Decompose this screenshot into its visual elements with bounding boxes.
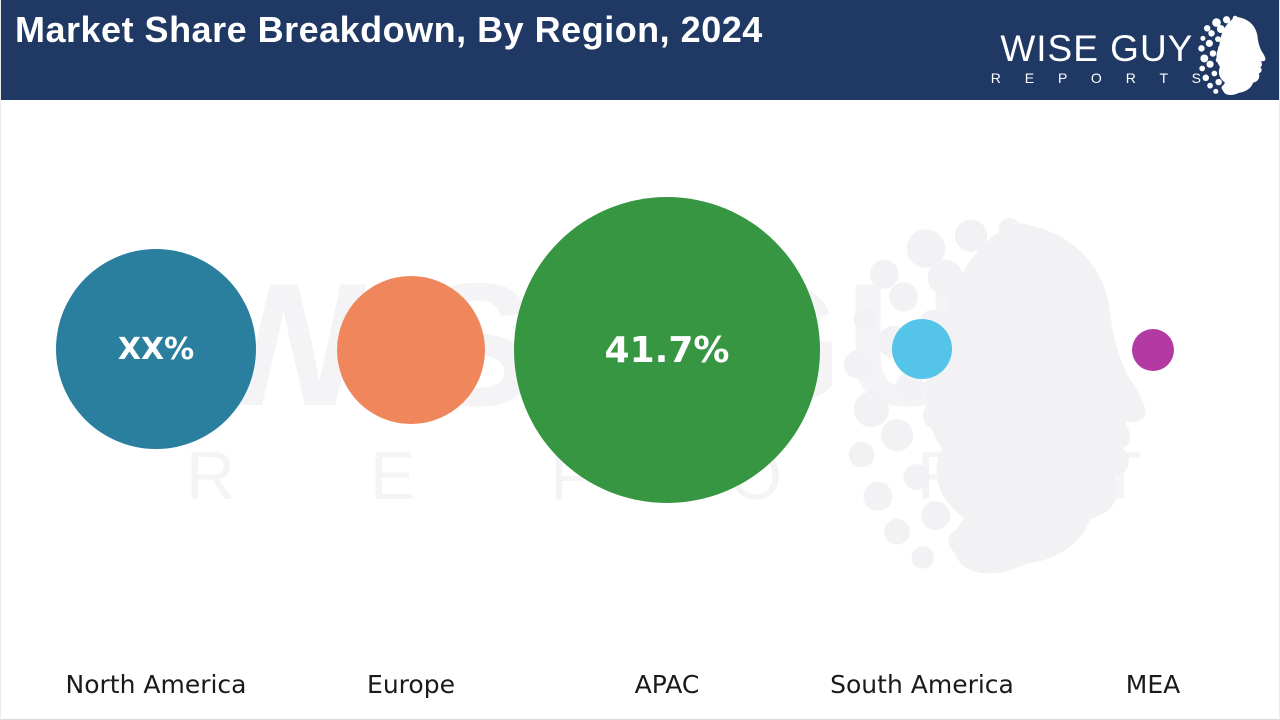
logo-wordmark: WISE GUY [1000,27,1194,69]
bubble-value-north-america: XX% [117,331,195,367]
page-title: Market Share Breakdown, By Region, 2024 [15,9,763,50]
category-label-north-america: North America [65,670,247,699]
bubble-mea [1132,329,1174,371]
bubble-value-apac: 41.7% [604,329,730,371]
category-label-europe: Europe [367,670,455,699]
bubble-europe [337,276,485,424]
bubble-south-america [892,319,952,379]
category-label-south-america: South America [830,670,1014,699]
watermark-face-icon [843,218,1146,574]
category-label-apac: APAC [634,670,700,699]
bubble-chart: WISE GUY R E P O R T S XX%41.7% North Am… [1,100,1279,719]
logo-face-icon [1198,15,1266,95]
category-label-mea: MEA [1125,670,1181,699]
header: Market Share Breakdown, By Region, 2024 … [1,0,1279,100]
bubble-apac: 41.7% [514,197,820,503]
logo-text: WISE GUY R E P O R T S [983,30,1211,85]
logo-subtitle: R E P O R T S [990,69,1211,86]
wise-guy-reports-logo: WISE GUY R E P O R T S [983,14,1269,100]
bubble-north-america: XX% [56,249,256,449]
